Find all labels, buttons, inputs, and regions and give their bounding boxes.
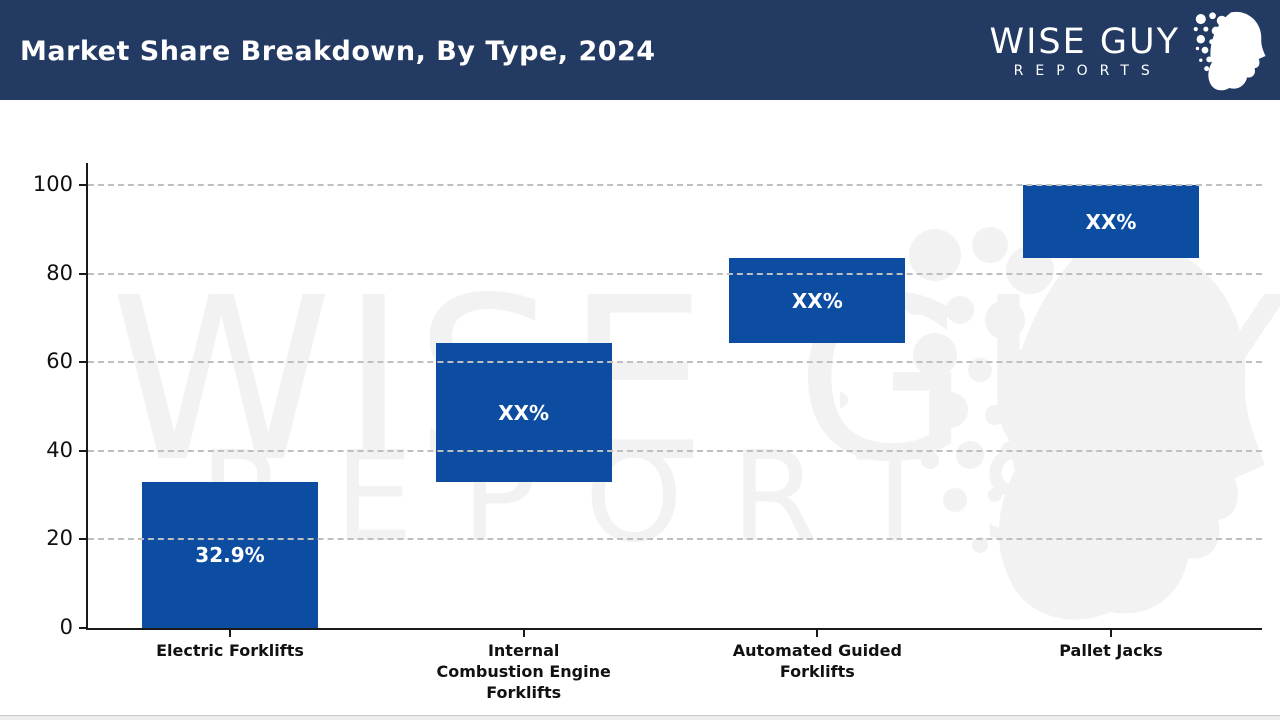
x-tick-label-line: Internal [487,641,560,660]
gridline-20 [88,538,1262,541]
x-tick-label-line: Combustion Engine [436,662,611,681]
y-tick-60 [79,361,86,364]
x-tick-label-3: Pallet Jacks [971,640,1251,661]
bar-1: XX% [435,343,612,483]
gridline-60 [88,361,1262,364]
x-tick-label-line: Pallet Jacks [1059,641,1163,660]
bar-value-label: XX% [791,288,843,313]
logo-wiseguy-label: WISE GUY [989,22,1180,62]
y-tick-100 [79,184,86,186]
y-tick-label-80: 80 [46,260,73,285]
bar-value-label: XX% [498,400,550,425]
gridline-100 [88,184,1262,186]
logo-head-icon [1193,11,1266,91]
x-axis-line [86,628,1262,630]
y-tick-0 [79,627,86,629]
bar-0: 32.9% [142,482,318,628]
y-tick-20 [79,538,86,541]
y-tick-label-60: 60 [46,349,73,374]
header-bar: Market Share Breakdown, By Type, 2024 WI… [0,0,1280,100]
bar-value-label: 32.9% [195,543,265,568]
x-tick-3 [1110,630,1112,637]
x-tick-label-line: Forklifts [779,662,855,681]
bar-value-label: XX% [1085,209,1137,234]
watermark-head-graphic [840,227,1265,620]
x-tick-label-line: Automated Guided [732,641,902,660]
y-tick-label-0: 0 [59,615,73,639]
y-tick-80 [79,272,86,275]
page-title: Market Share Breakdown, By Type, 2024 [20,36,656,67]
logo-text: WISE GUY REPORTS [989,23,1180,79]
watermark-text-reports: REPORTS [199,425,1109,570]
y-tick-label-20: 20 [46,526,73,551]
bar-2: XX% [729,258,906,344]
footer-strip [0,715,1280,720]
x-tick-2 [816,630,819,637]
x-tick-0 [229,630,231,637]
logo-reports-label: REPORTS [1013,63,1162,79]
gridline-40 [88,449,1262,452]
bar-3: XX% [1023,185,1199,259]
y-tick-label-100: 100 [32,172,73,196]
x-tick-label-0: Electric Forklifts [90,640,370,661]
x-tick-1 [522,630,525,637]
y-tick-40 [79,449,86,452]
x-tick-label-line: Electric Forklifts [156,641,304,660]
gridline-80 [88,272,1262,275]
y-tick-label-40: 40 [46,437,73,462]
x-tick-label-2: Automated Guided Forklifts [677,640,957,682]
y-axis-line [86,163,88,630]
x-tick-label-line: Forklifts [486,683,562,702]
x-tick-label-1: Internal Combustion Engine Forklifts [384,640,664,703]
wise-guy-reports-logo: WISE GUY REPORTS [989,6,1268,96]
